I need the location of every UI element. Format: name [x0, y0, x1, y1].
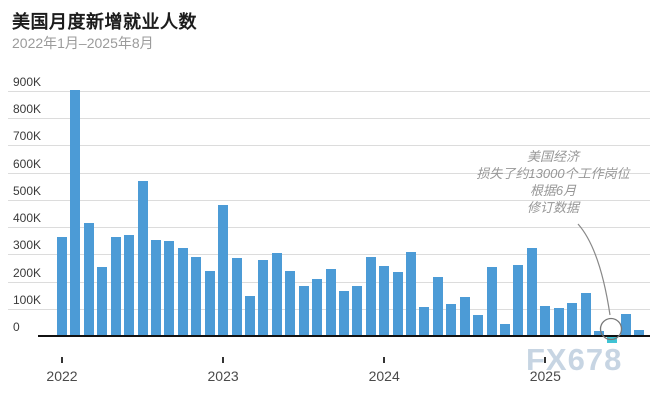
- bar: [419, 306, 430, 336]
- bar: [83, 223, 94, 336]
- bar: [137, 181, 148, 336]
- bar: [486, 266, 497, 336]
- annotation-line: 根据6月: [529, 183, 577, 198]
- y-axis-label: 900K: [13, 74, 42, 89]
- bar: [97, 266, 108, 336]
- bar: [285, 270, 296, 336]
- y-axis-label: 800K: [13, 102, 42, 116]
- x-axis-label: 2022: [46, 368, 78, 384]
- y-axis-label: 600K: [13, 156, 42, 171]
- bar: [432, 277, 443, 336]
- bar: [540, 305, 551, 336]
- x-axis-line: [38, 335, 650, 337]
- bar: [526, 247, 537, 336]
- y-axis-label: 100K: [13, 292, 42, 307]
- bar: [177, 247, 188, 336]
- bar: [231, 257, 242, 336]
- bar: [365, 256, 376, 336]
- watermark: FX678: [526, 342, 623, 377]
- y-gridline: [8, 199, 650, 201]
- bar: [352, 286, 363, 336]
- bar: [634, 330, 645, 336]
- page-subtitle: 2022年1月–2025年8月: [12, 35, 154, 51]
- bar-highlighted: [607, 337, 618, 343]
- annotation-line: 美国经济: [526, 149, 579, 164]
- bar: [392, 271, 403, 336]
- y-gridline: [8, 90, 650, 92]
- bar: [204, 270, 215, 336]
- page-title: 美国月度新增就业人数: [12, 12, 197, 32]
- bar: [150, 240, 161, 336]
- bar: [244, 296, 255, 336]
- y-axis-label: 700K: [13, 129, 42, 144]
- x-axis-tick: [61, 357, 63, 363]
- annotation-line: 损失了约13000个工作岗位: [476, 166, 630, 181]
- bar: [580, 292, 591, 336]
- annotation-text: 美国经济 损失了约13000个工作岗位 根据6月 修订数据: [453, 148, 653, 216]
- bar: [218, 204, 229, 336]
- bar: [513, 264, 524, 336]
- bar: [406, 251, 417, 336]
- bar: [164, 240, 175, 336]
- bar: [110, 236, 121, 336]
- bar: [271, 253, 282, 336]
- bar: [191, 256, 202, 336]
- bar: [379, 266, 390, 336]
- bar: [338, 291, 349, 336]
- bar: [473, 314, 484, 336]
- y-axis-label: 300K: [13, 238, 42, 253]
- bar: [567, 303, 578, 336]
- bar: [500, 324, 511, 336]
- y-gridline: [8, 254, 650, 256]
- annotation-line: 修订数据: [526, 200, 579, 215]
- bar: [298, 285, 309, 336]
- bar: [620, 314, 631, 336]
- bar: [325, 268, 336, 336]
- bar: [459, 296, 470, 336]
- x-axis-label: 2024: [368, 368, 400, 384]
- bar: [70, 89, 81, 336]
- y-axis-label: 400K: [13, 211, 42, 225]
- x-axis-tick: [383, 357, 386, 363]
- x-axis-label: 2025: [529, 368, 561, 384]
- bar: [124, 235, 135, 336]
- y-gridline: [8, 145, 650, 147]
- x-axis-label: 2023: [207, 368, 239, 384]
- bar: [594, 330, 604, 336]
- bar: [258, 260, 269, 336]
- bar: [312, 278, 323, 336]
- y-axis-label: 200K: [13, 265, 42, 280]
- x-axis-tick: [222, 357, 225, 363]
- y-gridline: [8, 172, 650, 174]
- y-axis-label: 0: [13, 320, 20, 334]
- y-gridline: [8, 118, 650, 119]
- x-axis-tick: [544, 357, 547, 363]
- bar: [553, 308, 564, 336]
- bar: [57, 236, 67, 336]
- y-gridline: [8, 227, 650, 228]
- y-axis-label: 500K: [13, 183, 42, 198]
- bar: [446, 303, 457, 336]
